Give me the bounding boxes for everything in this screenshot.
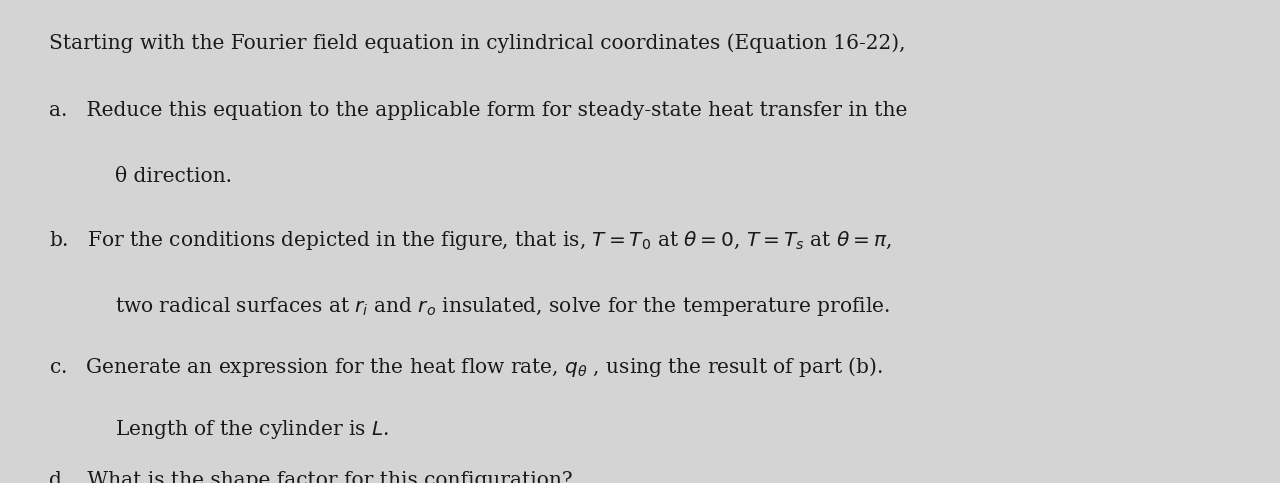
- Text: a.   Reduce this equation to the applicable form for steady-state heat transfer : a. Reduce this equation to the applicabl…: [49, 101, 908, 120]
- Text: θ direction.: θ direction.: [115, 167, 232, 185]
- Text: b.   For the conditions depicted in the figure, that is, $T = T_0$ at $\theta = : b. For the conditions depicted in the fi…: [49, 229, 891, 253]
- Text: two radical surfaces at $r_i$ and $r_o$ insulated, solve for the temperature pro: two radical surfaces at $r_i$ and $r_o$ …: [115, 295, 890, 318]
- Text: c.   Generate an expression for the heat flow rate, $q_{\theta}$ , using the res: c. Generate an expression for the heat f…: [49, 355, 882, 379]
- Text: Starting with the Fourier field equation in cylindrical coordinates (Equation 16: Starting with the Fourier field equation…: [49, 34, 905, 54]
- Text: d.   What is the shape factor for this configuration?: d. What is the shape factor for this con…: [49, 471, 572, 483]
- Text: Length of the cylinder is $L$.: Length of the cylinder is $L$.: [115, 418, 389, 441]
